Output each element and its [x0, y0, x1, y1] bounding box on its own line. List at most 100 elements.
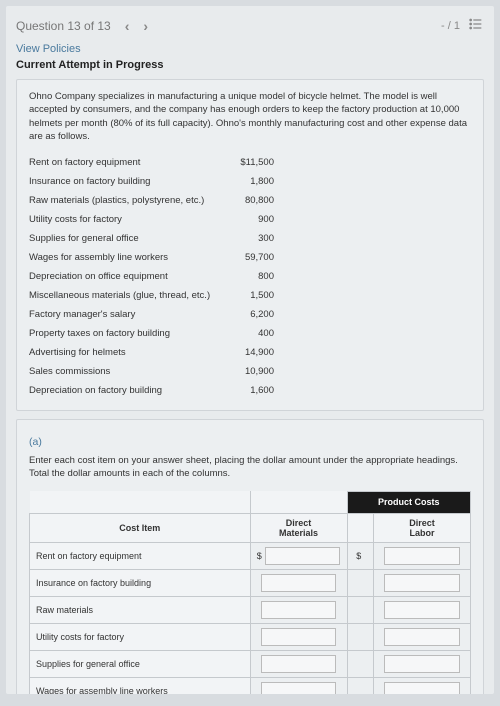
direct-materials-input[interactable]	[261, 682, 337, 694]
problem-intro: Ohno Company specializes in manufacturin…	[29, 90, 471, 143]
direct-materials-input[interactable]	[265, 547, 341, 565]
cost-row: Depreciation on office equipment800	[29, 267, 471, 286]
blank-header	[30, 491, 251, 513]
spacer-cell: $	[347, 542, 373, 569]
cost-label: Supplies for general office	[29, 233, 219, 244]
cost-row: Miscellaneous materials (glue, thread, e…	[29, 286, 471, 305]
attempt-title: Current Attempt in Progress	[16, 57, 484, 79]
cost-value: 80,800	[219, 195, 274, 206]
cost-value: 6,200	[219, 309, 274, 320]
cost-row: Insurance on factory building1,800	[29, 172, 471, 191]
next-arrow-icon[interactable]: ›	[139, 18, 152, 34]
cost-label: Factory manager's salary	[29, 309, 219, 320]
row-label: Insurance on factory building	[30, 569, 251, 596]
cost-label: Miscellaneous materials (glue, thread, e…	[29, 290, 219, 301]
cost-row: Utility costs for factory900	[29, 210, 471, 229]
row-label: Raw materials	[30, 596, 251, 623]
header-row: Question 13 of 13 ‹ › - / 1	[16, 14, 484, 41]
direct-labor-input[interactable]	[384, 628, 460, 646]
list-icon[interactable]	[468, 16, 484, 35]
cost-label: Depreciation on office equipment	[29, 271, 219, 282]
cost-row: Wages for assembly line workers59,700	[29, 248, 471, 267]
direct-labor-cell	[373, 596, 470, 623]
table-row: Wages for assembly line workers	[30, 677, 471, 694]
direct-labor-input[interactable]	[384, 574, 460, 592]
nav-arrows: ‹ ›	[121, 18, 152, 34]
row-label: Wages for assembly line workers	[30, 677, 251, 694]
direct-labor-cell	[373, 650, 470, 677]
cost-row: Supplies for general office300	[29, 229, 471, 248]
direct-materials-input[interactable]	[261, 601, 337, 619]
direct-materials-cell	[250, 596, 347, 623]
cost-row: Property taxes on factory building400	[29, 324, 471, 343]
direct-materials-input[interactable]	[261, 628, 337, 646]
col-spacer	[347, 513, 373, 542]
cost-label: Insurance on factory building	[29, 176, 219, 187]
header-left: Question 13 of 13 ‹ ›	[16, 18, 152, 34]
answer-table: Product Costs Cost Item Direct Materials…	[29, 491, 471, 694]
col-direct-materials: Direct Materials	[250, 513, 347, 542]
cost-label: Sales commissions	[29, 366, 219, 377]
direct-labor-cell	[373, 542, 470, 569]
cost-label: Rent on factory equipment	[29, 157, 219, 168]
cost-label: Raw materials (plastics, polystyrene, et…	[29, 195, 219, 206]
cost-value: 1,800	[219, 176, 274, 187]
header-right: - / 1	[441, 16, 484, 35]
direct-labor-input[interactable]	[384, 547, 460, 565]
direct-materials-cell: $	[250, 542, 347, 569]
row-label: Rent on factory equipment	[30, 542, 251, 569]
cost-label: Depreciation on factory building	[29, 385, 219, 396]
spacer-cell	[347, 623, 373, 650]
table-row: Raw materials	[30, 596, 471, 623]
cost-label: Wages for assembly line workers	[29, 252, 219, 263]
prev-arrow-icon[interactable]: ‹	[121, 18, 134, 34]
spacer-cell	[347, 569, 373, 596]
col-direct-labor: Direct Labor	[373, 513, 470, 542]
cost-value: 800	[219, 271, 274, 282]
direct-materials-cell	[250, 569, 347, 596]
direct-labor-input[interactable]	[384, 682, 460, 694]
direct-materials-cell	[250, 650, 347, 677]
cost-row: Sales commissions10,900	[29, 362, 471, 381]
cost-row: Depreciation on factory building1,600	[29, 381, 471, 400]
cost-value: $11,500	[219, 157, 274, 168]
spacer-cell	[347, 677, 373, 694]
direct-labor-input[interactable]	[384, 655, 460, 673]
spacer-cell	[347, 596, 373, 623]
direct-labor-cell	[373, 677, 470, 694]
cost-label: Utility costs for factory	[29, 214, 219, 225]
blank-header-2	[250, 491, 347, 513]
cost-row: Raw materials (plastics, polystyrene, et…	[29, 191, 471, 210]
cost-value: 900	[219, 214, 274, 225]
direct-labor-input[interactable]	[384, 601, 460, 619]
table-row: Rent on factory equipment $ $	[30, 542, 471, 569]
direct-materials-cell	[250, 623, 347, 650]
direct-labor-cell	[373, 569, 470, 596]
part-a-instructions: Enter each cost item on your answer shee…	[29, 454, 471, 481]
direct-materials-input[interactable]	[261, 655, 337, 673]
dollar-sign: $	[356, 551, 364, 561]
cost-row: Rent on factory equipment$11,500	[29, 153, 471, 172]
cost-value: 400	[219, 328, 274, 339]
cost-value: 1,600	[219, 385, 274, 396]
cost-value: 300	[219, 233, 274, 244]
main-panel: Question 13 of 13 ‹ › - / 1 View Policie…	[6, 6, 494, 694]
direct-materials-input[interactable]	[261, 574, 337, 592]
score-label: - / 1	[441, 20, 460, 32]
table-row: Insurance on factory building	[30, 569, 471, 596]
cost-row: Factory manager's salary6,200	[29, 305, 471, 324]
direct-materials-cell	[250, 677, 347, 694]
product-costs-header: Product Costs	[347, 491, 470, 513]
problem-card: Ohno Company specializes in manufacturin…	[16, 79, 484, 411]
spacer-cell	[347, 650, 373, 677]
cost-label: Property taxes on factory building	[29, 328, 219, 339]
part-a-card: (a) Enter each cost item on your answer …	[16, 419, 484, 694]
part-a-label: (a)	[29, 430, 471, 454]
view-policies-link[interactable]: View Policies	[16, 41, 484, 57]
row-label: Supplies for general office	[30, 650, 251, 677]
dollar-sign: $	[257, 551, 265, 561]
cost-label: Advertising for helmets	[29, 347, 219, 358]
col-cost-item: Cost Item	[30, 513, 251, 542]
cost-list: Rent on factory equipment$11,500Insuranc…	[29, 153, 471, 400]
cost-row: Advertising for helmets14,900	[29, 343, 471, 362]
